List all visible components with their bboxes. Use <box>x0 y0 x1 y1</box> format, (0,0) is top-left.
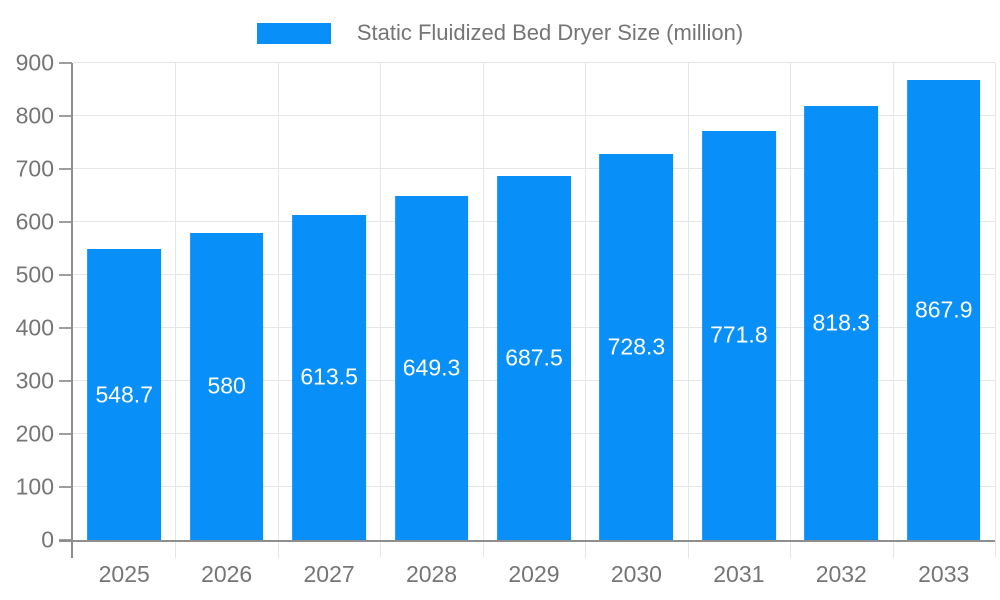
v-gridline <box>585 63 587 558</box>
bar-value-label: 818.3 <box>812 309 871 336</box>
v-gridline <box>995 63 996 558</box>
y-axis-line <box>71 63 73 558</box>
x-axis-label: 2033 <box>918 561 970 587</box>
x-axis-label: 2026 <box>201 561 253 587</box>
bars: 548.7 580 613.5 649.3 687.5 728.3 771.8 818.3 86… <box>73 63 995 540</box>
y-tick <box>59 168 72 170</box>
bar[interactable]: 613.5 <box>292 214 366 540</box>
bar-category-cell: 867.9 <box>893 63 995 540</box>
bar[interactable]: 580 <box>189 232 264 540</box>
bar-value-label: 771.8 <box>710 321 768 348</box>
bar-category-cell: 649.3 <box>380 63 482 540</box>
bar-value-label: 580 <box>207 372 246 399</box>
bar-category-cell: 818.3 <box>790 63 892 540</box>
bar[interactable]: 687.5 <box>497 175 571 540</box>
bar-category-cell: 548.7 <box>73 63 175 540</box>
x-axis-label: 2032 <box>815 561 867 587</box>
y-tick <box>59 221 72 224</box>
x-axis-label: 2030 <box>610 561 662 587</box>
y-tick <box>59 327 72 329</box>
bar[interactable]: 867.9 <box>906 80 981 540</box>
h-gridline <box>73 168 995 169</box>
legend-swatch <box>256 22 331 44</box>
bar[interactable]: 818.3 <box>804 106 879 540</box>
v-gridline <box>687 63 689 558</box>
bar[interactable]: 649.3 <box>394 195 469 540</box>
bar-category-cell: 580 <box>175 63 277 540</box>
y-axis-label: 300 <box>15 367 54 394</box>
v-gridline <box>482 63 484 558</box>
v-gridline <box>175 63 177 558</box>
bar-value-label: 649.3 <box>402 354 461 381</box>
y-axis-label: 100 <box>15 473 54 500</box>
y-axis-label: 800 <box>15 102 54 129</box>
bar-category-cell: 728.3 <box>585 63 687 540</box>
h-gridline <box>73 62 995 63</box>
y-tick <box>59 433 72 435</box>
bar-category-cell: 771.8 <box>688 63 790 540</box>
bar-value-label: 548.7 <box>95 381 153 408</box>
plot-area: 0 100 200 300 400 500 600 700 800 900 548.7 580 613… <box>16 51 996 587</box>
x-axis-label: 2025 <box>98 561 150 587</box>
bar-value-label: 867.9 <box>914 296 973 323</box>
y-tick <box>59 274 72 276</box>
x-axis-label: 2029 <box>508 561 560 587</box>
v-gridline <box>790 63 792 558</box>
y-tick <box>59 115 72 117</box>
y-tick <box>59 380 72 383</box>
y-axis-label: 500 <box>15 261 54 288</box>
v-gridline <box>277 63 279 558</box>
y-tick <box>59 62 72 64</box>
y-axis-label: 600 <box>15 208 54 235</box>
y-axis-label: 700 <box>15 155 54 182</box>
h-gridline <box>73 115 995 116</box>
bar-value-label: 687.5 <box>505 344 563 371</box>
bar-category-cell: 687.5 <box>483 63 585 540</box>
y-axis-label: 400 <box>15 314 54 341</box>
v-gridline <box>380 63 382 558</box>
v-gridline <box>892 63 894 558</box>
legend-label: Static Fluidized Bed Dryer Size (million… <box>356 20 744 45</box>
bar-category-cell: 613.5 <box>278 63 380 540</box>
x-axis-line <box>59 540 995 542</box>
x-axis-label: 2027 <box>303 561 355 587</box>
bar[interactable]: 548.7 <box>87 249 162 540</box>
bar[interactable]: 771.8 <box>701 130 776 540</box>
y-axis-label: 0 <box>41 526 54 553</box>
bar-value-label: 613.5 <box>300 363 358 390</box>
legend[interactable]: Static Fluidized Bed Dryer Size (million… <box>0 20 1000 46</box>
x-axis-labels: 2025 2026 2027 2028 2029 2030 2031 2032 2033 <box>73 561 995 588</box>
bar-value-label: 728.3 <box>607 333 666 360</box>
x-axis-label: 2028 <box>405 561 458 587</box>
y-axis-label: 900 <box>15 49 54 76</box>
y-axis-label: 200 <box>15 420 54 447</box>
bar[interactable]: 728.3 <box>599 154 674 540</box>
y-tick <box>59 486 72 488</box>
x-axis-label: 2031 <box>713 561 765 587</box>
